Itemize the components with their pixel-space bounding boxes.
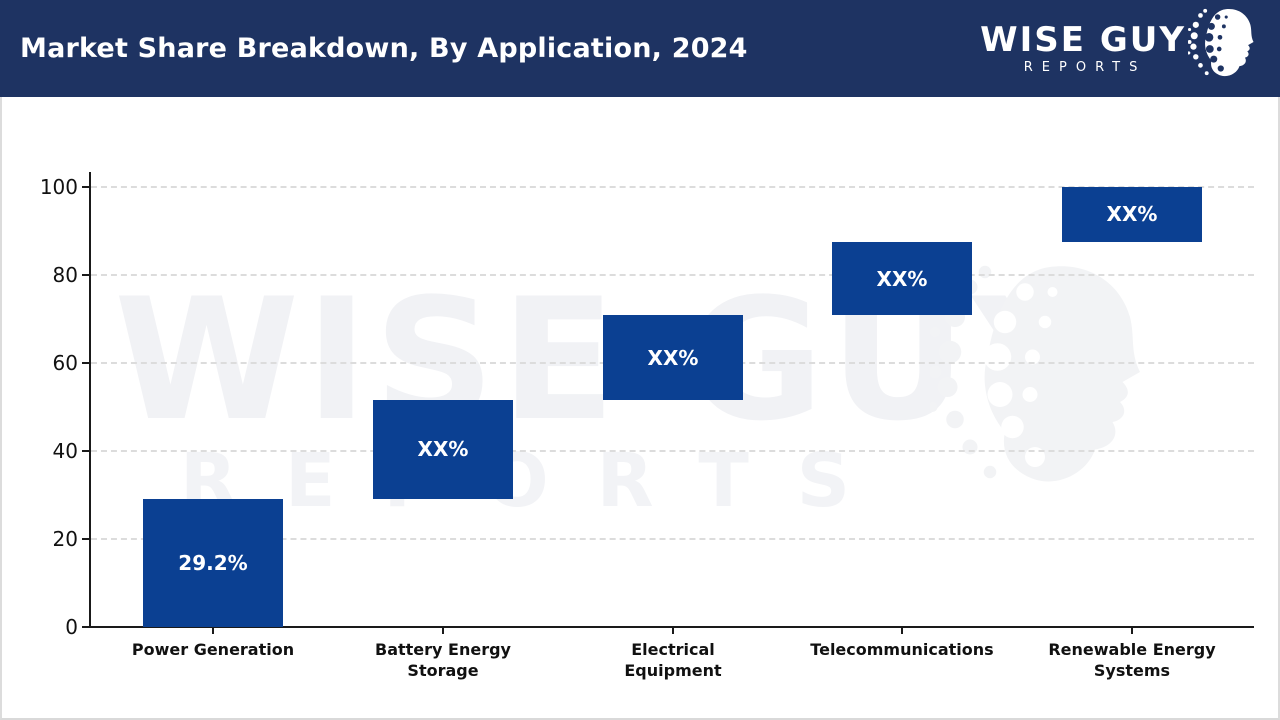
y-tick-mark xyxy=(82,186,90,188)
y-axis-spine xyxy=(89,172,91,628)
bar-value-label: XX% xyxy=(1106,202,1158,227)
x-tick-mark xyxy=(442,627,444,634)
y-tick-label: 40 xyxy=(52,439,78,463)
x-axis-spine xyxy=(89,626,1254,628)
bar-value-label: XX% xyxy=(876,266,928,291)
bar-segment: 29.2% xyxy=(143,498,283,627)
y-tick-mark xyxy=(82,362,90,364)
page-title: Market Share Breakdown, By Application, … xyxy=(20,33,748,64)
y-tick-mark xyxy=(82,450,90,452)
brand-name: WISE GUY xyxy=(980,20,1186,60)
y-tick-label: 80 xyxy=(52,263,78,287)
bar-segment: XX% xyxy=(1062,187,1202,242)
brand-logo-text: WISE GUY REPORTS xyxy=(980,22,1186,75)
bar-value-label: 29.2% xyxy=(178,550,248,575)
x-tick-mark xyxy=(901,627,903,634)
gridline xyxy=(91,450,1254,452)
brand-subname: REPORTS xyxy=(1023,60,1147,75)
brand-logo: WISE GUY REPORTS xyxy=(980,6,1266,92)
y-tick-label: 60 xyxy=(52,351,78,375)
logo-head-icon xyxy=(1188,8,1254,76)
gridline xyxy=(91,186,1254,188)
bar-segment: XX% xyxy=(373,400,513,499)
y-tick-label: 20 xyxy=(52,527,78,551)
bar-segment: XX% xyxy=(603,315,743,401)
gridline xyxy=(91,274,1254,276)
x-category-label: Power Generation xyxy=(131,640,295,659)
x-category-label: Renewable Energy Systems xyxy=(1048,640,1216,680)
chart-body: WISE GUY REPORTS 29.2% X xyxy=(0,97,1280,720)
y-tick-label: 100 xyxy=(39,175,78,199)
x-tick-mark xyxy=(212,627,214,634)
x-category-label: Telecommunications xyxy=(810,640,994,659)
header: Market Share Breakdown, By Application, … xyxy=(0,0,1280,97)
y-tick-mark xyxy=(82,626,90,628)
bar-value-label: XX% xyxy=(647,345,699,370)
watermark-subtext: REPORTS xyxy=(180,438,899,524)
x-tick-mark xyxy=(1131,627,1133,634)
bar-segment: XX% xyxy=(832,241,972,316)
y-tick-mark xyxy=(82,538,90,540)
x-category-label: Electrical Equipment xyxy=(624,640,722,680)
x-tick-mark xyxy=(672,627,674,634)
y-tick-label: 0 xyxy=(65,615,78,639)
x-category-label: Battery Energy Storage xyxy=(375,640,511,680)
gridline xyxy=(91,538,1254,540)
y-tick-mark xyxy=(82,274,90,276)
bar-value-label: XX% xyxy=(417,437,469,462)
